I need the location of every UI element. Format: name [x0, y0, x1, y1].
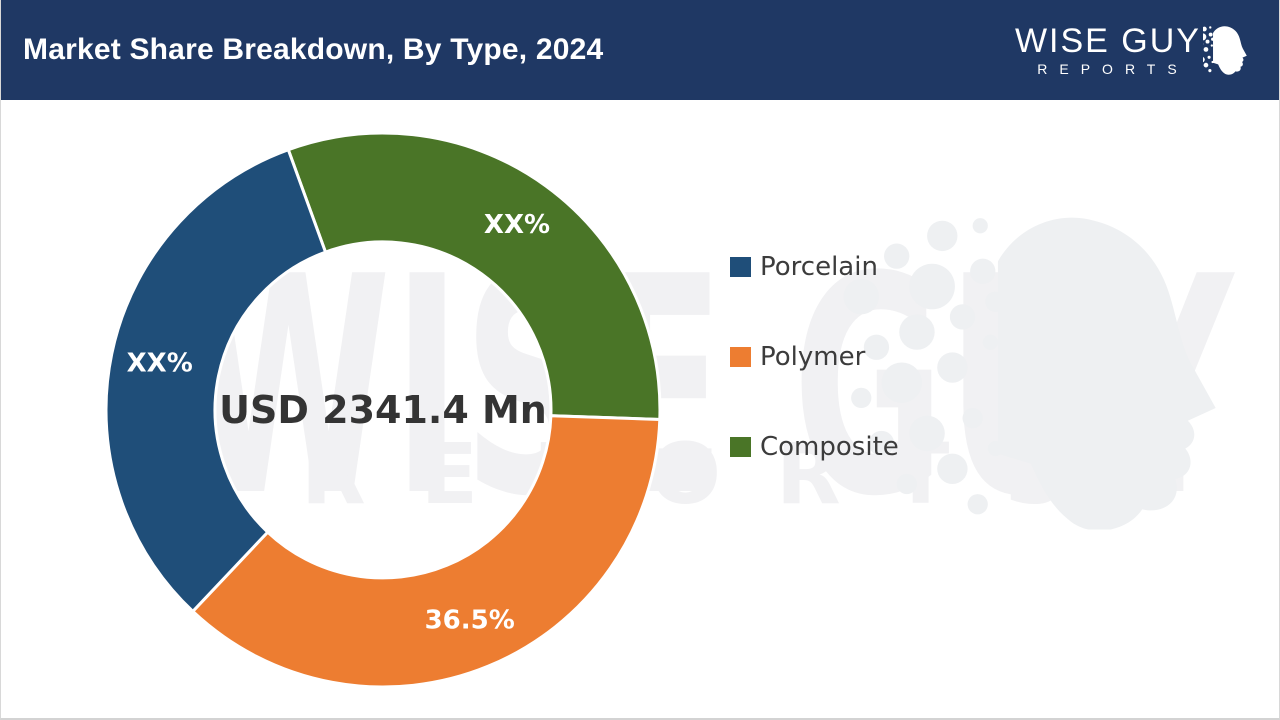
donut-slice-polymer [190, 414, 662, 689]
legend-label: Composite [760, 432, 899, 462]
chart-legend: Porcelain Polymer Composite [730, 252, 899, 522]
donut-slice-porcelain [104, 147, 328, 614]
legend-label: Porcelain [760, 252, 878, 282]
page-title: Market Share Breakdown, By Type, 2024 [23, 33, 604, 66]
legend-swatch-porcelain [730, 257, 751, 277]
slice-label-polymer: 36.5% [425, 605, 515, 635]
legend-swatch-composite [730, 437, 751, 457]
legend-label: Polymer [760, 342, 866, 372]
legend-item-porcelain: Porcelain [730, 252, 899, 282]
slice-label-composite: XX% [484, 210, 550, 240]
legend-item-composite: Composite [730, 432, 899, 462]
slice-label-porcelain: XX% [127, 348, 193, 378]
donut-slice-composite [286, 131, 662, 422]
logo-face-icon [1203, 8, 1265, 92]
logo-wordmark: WISE GUY [1014, 22, 1201, 61]
wise-guy-logo: WISE GUY REPORTS [1015, 8, 1265, 92]
header-bar: Market Share Breakdown, By Type, 2024 WI… [1, 0, 1279, 100]
logo-text: WISE GUY REPORTS [1014, 22, 1201, 77]
donut-center-value: USD 2341.4 Mn [219, 388, 547, 432]
legend-item-polymer: Polymer [730, 342, 899, 372]
logo-subtitle: REPORTS [1037, 60, 1189, 77]
legend-swatch-polymer [730, 347, 751, 367]
